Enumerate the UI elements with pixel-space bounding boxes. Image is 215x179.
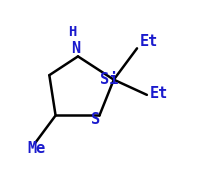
Text: Me: Me (27, 141, 46, 156)
Text: H: H (68, 25, 77, 39)
Text: N: N (71, 41, 80, 56)
Text: Et: Et (150, 86, 168, 101)
Text: Si: Si (100, 72, 118, 87)
Text: Et: Et (140, 34, 158, 49)
Text: S: S (91, 112, 100, 127)
